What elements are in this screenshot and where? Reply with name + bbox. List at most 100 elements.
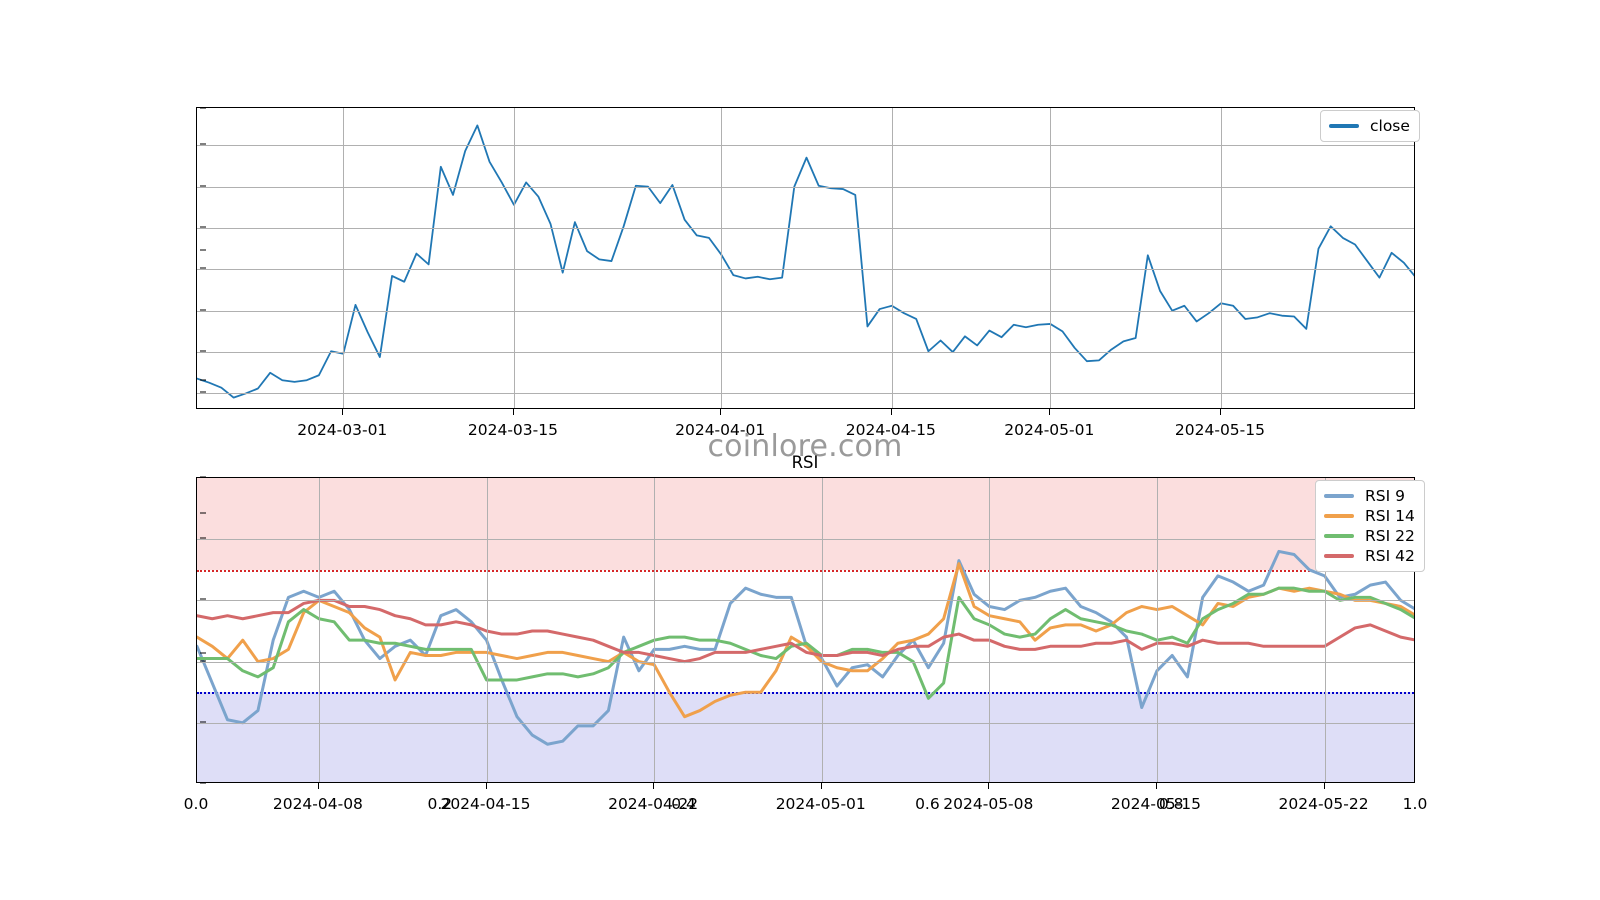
price-ytick-4.5-mark <box>200 309 206 311</box>
price-ytick-5.5-mark <box>200 226 206 228</box>
rsi-legend-item-2[interactable]: RSI 22 <box>1324 526 1415 546</box>
rsi-overlay-xtick-0.6: 0.6 <box>915 795 940 813</box>
price-xtickmark-3 <box>890 409 892 415</box>
price-overlay-ytick-1.0-mark <box>200 107 206 109</box>
rsi-legend-item-1[interactable]: RSI 14 <box>1324 506 1415 526</box>
price-xtick-4: 2024-05-01 <box>1004 421 1095 439</box>
price-series-svg <box>197 124 1414 399</box>
rsi-overlay-xtick-0.4: 0.4 <box>671 795 696 813</box>
rsi-vgridline-3 <box>821 478 823 782</box>
price-xtick-3: 2024-04-15 <box>845 421 936 439</box>
rsi-legend-item-3[interactable]: RSI 42 <box>1324 546 1415 566</box>
rsi-overlay-ytick-0.4-mark <box>200 512 206 514</box>
price-vgridline-1 <box>513 108 515 408</box>
rsi-line-rsi-42 <box>197 598 1414 664</box>
rsi-gridline-20 <box>197 722 1414 724</box>
price-xtick-1: 2024-03-15 <box>467 421 558 439</box>
rsi-legend-item-0[interactable]: RSI 9 <box>1324 486 1415 506</box>
rsi-legend[interactable]: RSI 9 RSI 14 RSI 22 RSI 42 <box>1315 480 1425 572</box>
price-gridline-3.5 <box>197 393 1414 395</box>
rsi-line-rsi-14 <box>197 562 1414 719</box>
price-gridline-4.0 <box>197 352 1414 354</box>
price-close-line <box>197 124 1414 399</box>
price-xtick-5: 2024-05-15 <box>1174 421 1265 439</box>
rsi-vgridline-2 <box>654 478 656 782</box>
rsi-xtickmark-3 <box>820 783 822 789</box>
rsi-legend-label-3: RSI 42 <box>1365 547 1415 565</box>
rsi-ytick-100-mark <box>200 476 206 478</box>
price-xtickmark-1 <box>512 409 514 415</box>
price-ytick-4.0-mark <box>200 350 206 352</box>
rsi-xtickmark-5 <box>1155 783 1157 789</box>
rsi-vgridline-1 <box>486 478 488 782</box>
rsi-panel-title: RSI <box>791 453 819 472</box>
price-xtickmark-0 <box>342 409 344 415</box>
rsi-xtick-0: 2024-04-08 <box>272 795 363 813</box>
price-xtickmark-4 <box>1049 409 1051 415</box>
price-vgridline-4 <box>1050 108 1052 408</box>
rsi-ytick-80-mark <box>200 537 206 539</box>
price-ytick-6.0-mark <box>200 185 206 187</box>
rsi-legend-label-1: RSI 14 <box>1365 507 1415 525</box>
rsi-vgridline-0 <box>318 478 320 782</box>
rsi-xtick-2: 2024-04-22 <box>608 795 699 813</box>
overbought-band <box>197 478 1414 570</box>
rsi-gridline-60 <box>197 600 1414 602</box>
price-legend-label-0: close <box>1370 117 1410 135</box>
price-overlay-ytick-0.6-mark <box>200 379 206 381</box>
price-ytick-5.0-mark <box>200 267 206 269</box>
oversold-band <box>197 692 1414 782</box>
rsi-overlay-xtick-0.8: 0.8 <box>1158 795 1184 813</box>
price-ytick-6.5-mark <box>200 143 206 145</box>
rsi-ytick-60-mark <box>200 598 206 600</box>
price-vgridline-0 <box>343 108 345 408</box>
price-vgridline-2 <box>721 108 723 408</box>
rsi-xtick-3: 2024-05-01 <box>775 795 866 813</box>
rsi-xtickmark-2 <box>653 783 655 789</box>
rsi-legend-label-0: RSI 9 <box>1365 487 1405 505</box>
price-gridline-4.5 <box>197 310 1414 312</box>
rsi-legend-swatch-0 <box>1324 494 1354 498</box>
price-xtickmark-2 <box>720 409 722 415</box>
price-gridline-5.5 <box>197 227 1414 229</box>
rsi-vgridline-4 <box>989 478 991 782</box>
rsi-overlay-ytick-0.2-mark <box>200 652 206 654</box>
rsi-xtickmark-1 <box>485 783 487 789</box>
rsi-ytick-40-mark <box>200 660 206 662</box>
price-gridline-6.0 <box>197 186 1414 188</box>
rsi-xtick-4: 2024-05-08 <box>943 795 1034 813</box>
rsi-legend-swatch-3 <box>1324 554 1354 558</box>
rsi-ytick-20-mark <box>200 721 206 723</box>
rsi-overlay-xtick-0.2: 0.2 <box>427 795 453 813</box>
rsi-gridline-40 <box>197 661 1414 663</box>
rsi-xtick-1: 2024-04-15 <box>440 795 531 813</box>
rsi-gridline-80 <box>197 539 1414 541</box>
price-gridline-6.5 <box>197 145 1414 147</box>
price-legend-item-0[interactable]: close <box>1329 116 1410 136</box>
price-legend-swatch-0 <box>1329 124 1359 128</box>
price-legend[interactable]: close <box>1320 110 1420 142</box>
price-xtick-2: 2024-04-01 <box>675 421 766 439</box>
rsi-line-rsi-22 <box>197 586 1414 700</box>
price-xtickmark-5 <box>1219 409 1221 415</box>
rsi-xtick-5: 2024-05-15 <box>1110 795 1201 813</box>
rsi-xtickmark-4 <box>988 783 990 789</box>
price-gridline-5.0 <box>197 269 1414 271</box>
price-vgridline-3 <box>891 108 893 408</box>
rsi-xtick-6: 2024-05-22 <box>1278 795 1369 813</box>
overbought-threshold-line <box>197 569 1414 572</box>
rsi-xtickmark-0 <box>317 783 319 789</box>
rsi-legend-label-2: RSI 22 <box>1365 527 1415 545</box>
rsi-vgridline-6 <box>1324 478 1326 782</box>
rsi-overlay-xtick-1.0: 1.0 <box>1402 795 1428 813</box>
rsi-legend-swatch-2 <box>1324 534 1354 538</box>
price-xtick-0: 2024-03-01 <box>297 421 388 439</box>
price-vgridline-5 <box>1220 108 1222 408</box>
rsi-plot-area <box>196 477 1415 783</box>
watermark: coinlore.com <box>707 429 903 464</box>
price-ytick-3.5-mark <box>200 391 206 393</box>
rsi-legend-swatch-1 <box>1324 514 1354 518</box>
rsi-xtickmark-6 <box>1323 783 1325 789</box>
rsi-vgridline-5 <box>1156 478 1158 782</box>
